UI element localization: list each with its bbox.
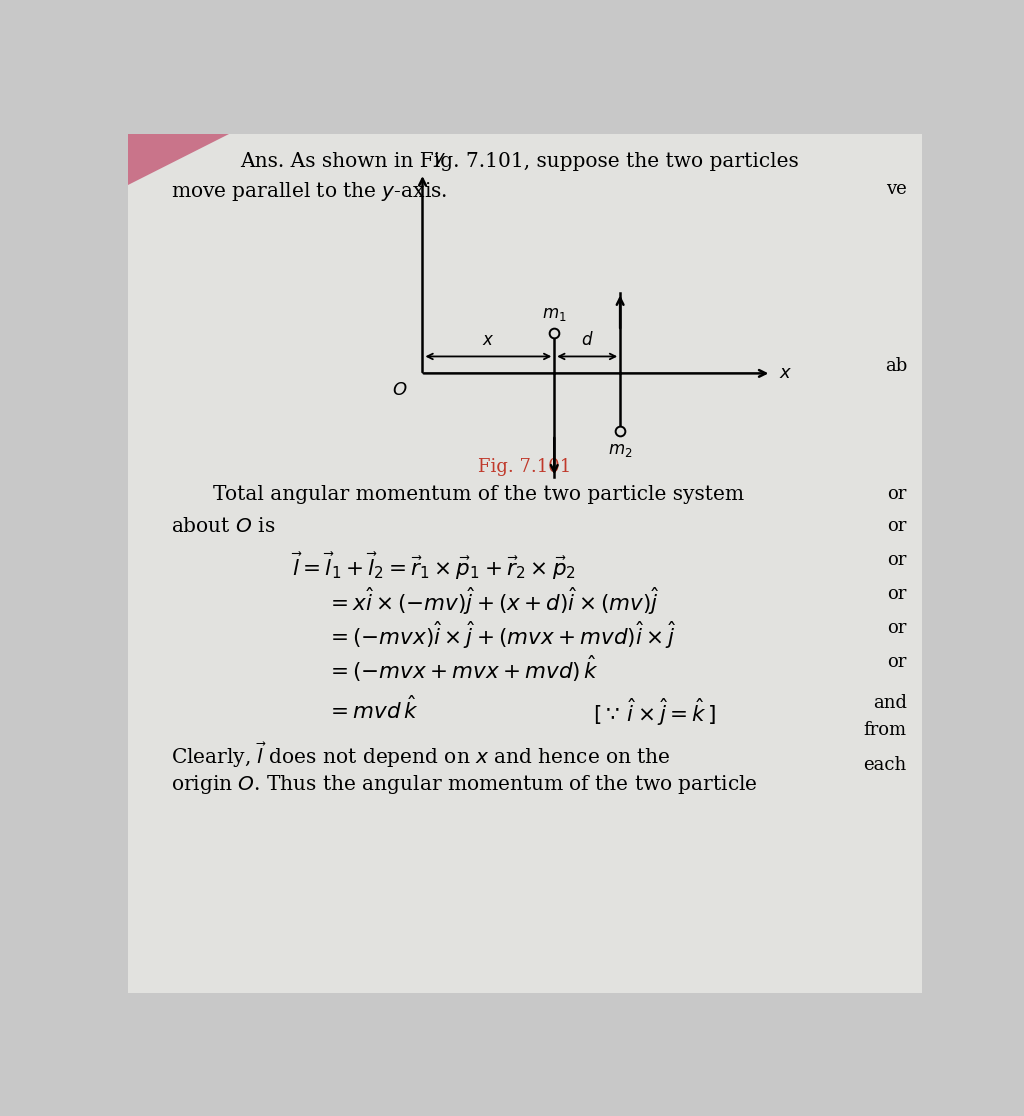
Text: from: from [864, 721, 907, 740]
Text: $d$: $d$ [581, 330, 594, 348]
Text: $= (-mvx + mvx + mvd)\,\hat{k}$: $= (-mvx + mvx + mvd)\,\hat{k}$ [326, 653, 598, 684]
Text: or: or [888, 619, 907, 637]
Text: or: or [888, 585, 907, 603]
Text: and: and [872, 694, 907, 712]
Text: or: or [888, 518, 907, 536]
Text: $x$: $x$ [482, 331, 495, 348]
Text: $= (-mvx)\hat{i} \times \hat{j} + (mvx + mvd)\hat{i} \times \hat{j}$: $= (-mvx)\hat{i} \times \hat{j} + (mvx +… [326, 619, 676, 651]
Text: $y$: $y$ [432, 152, 445, 170]
Text: $= x\hat{i} \times(-mv)\hat{j} + (x+d)\hat{i} \times(mv)\hat{j}$: $= x\hat{i} \times(-mv)\hat{j} + (x+d)\h… [326, 585, 659, 617]
Text: Fig. 7.101: Fig. 7.101 [478, 458, 571, 477]
Text: $m_1$: $m_1$ [542, 306, 566, 324]
Text: ab: ab [885, 357, 907, 375]
Text: $= mvd\, \hat{k}$: $= mvd\, \hat{k}$ [326, 696, 418, 723]
Text: $m_2$: $m_2$ [608, 442, 633, 459]
Text: Clearly, $\vec{l}$ does not depend on $x$ and hence on the: Clearly, $\vec{l}$ does not depend on $x… [171, 741, 671, 770]
FancyBboxPatch shape [128, 134, 922, 993]
Text: $[\because\, \hat{i} \times \hat{j} = \hat{k}\,]$: $[\because\, \hat{i} \times \hat{j} = \h… [593, 696, 716, 728]
Text: or: or [888, 551, 907, 569]
Text: or: or [888, 485, 907, 503]
Text: Ans. As shown in Fig. 7.101, suppose the two particles: Ans. As shown in Fig. 7.101, suppose the… [241, 152, 799, 171]
Text: origin $O$. Thus the angular momentum of the two particle: origin $O$. Thus the angular momentum of… [171, 773, 757, 796]
Text: move parallel to the $y$-axis.: move parallel to the $y$-axis. [171, 180, 446, 203]
Text: $x$: $x$ [779, 365, 793, 383]
Text: each: each [863, 756, 907, 775]
Text: $O$: $O$ [391, 381, 407, 400]
Text: about $O$ is: about $O$ is [171, 518, 275, 537]
Text: $\vec{l} = \vec{l}_1 + \vec{l}_2 = \vec{r}_1 \times \vec{p}_1 + \vec{r}_2 \times: $\vec{l} = \vec{l}_1 + \vec{l}_2 = \vec{… [291, 551, 575, 583]
Polygon shape [128, 134, 228, 185]
Text: ve: ve [886, 180, 907, 199]
Text: Total angular momentum of the two particle system: Total angular momentum of the two partic… [213, 485, 744, 504]
Text: or: or [888, 653, 907, 671]
